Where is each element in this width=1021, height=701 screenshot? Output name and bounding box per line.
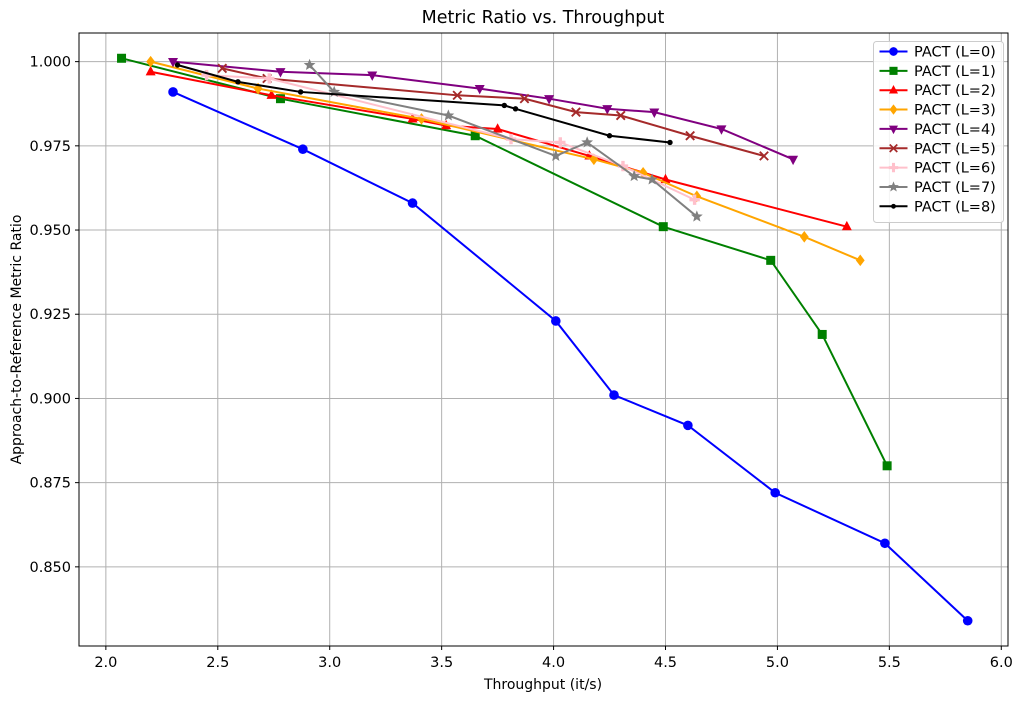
y-axis-label: Approach-to-Reference Metric Ratio <box>9 215 25 465</box>
legend-entry-label: PACT (L=1) <box>914 64 996 80</box>
y-tick-label: 0.875 <box>29 476 71 492</box>
grid-lines <box>79 33 1008 646</box>
legend-entry-label: PACT (L=6) <box>914 161 996 177</box>
x-tick-label: 4.0 <box>542 655 565 671</box>
x-tick-label: 5.0 <box>766 655 789 671</box>
plot-area: 2.0 2.5 3.0 3.5 4.0 4.5 5.0 5.5 6.0 0.850 0.875 0.9… <box>29 32 1013 671</box>
legend-entry-label: PACT (L=4) <box>914 122 996 138</box>
y-tick-label: 0.850 <box>29 560 71 576</box>
legend-entry-pact-l-8-: PACT (L=8) <box>879 199 996 215</box>
legend-entry-label: PACT (L=3) <box>914 103 996 119</box>
y-tick-label: 0.975 <box>29 139 71 155</box>
series-pact-l-5- <box>217 63 769 161</box>
legend-entry-label: PACT (L=7) <box>914 180 996 196</box>
plot-border <box>78 32 1009 647</box>
x-tick-label: 2.0 <box>94 655 117 671</box>
legend-entry-pact-l-7-: PACT (L=7) <box>879 180 996 196</box>
legend-entry-pact-l-1-: PACT (L=1) <box>879 64 996 80</box>
x-tick-label: 3.0 <box>318 655 341 671</box>
legend-entry-pact-l-2-: PACT (L=2) <box>879 83 996 99</box>
legend-entry-pact-l-5-: PACT (L=5) <box>879 141 996 157</box>
x-axis-ticks: 2.0 2.5 3.0 3.5 4.0 4.5 5.0 5.5 6.0 <box>94 646 1013 671</box>
x-tick-label: 6.0 <box>990 655 1013 671</box>
legend-entry-pact-l-3-: PACT (L=3) <box>879 103 996 119</box>
legend-entry-label: PACT (L=2) <box>914 83 996 99</box>
series-pact-l-1- <box>117 53 892 471</box>
legend-entry-pact-l-4-: PACT (L=4) <box>879 122 996 138</box>
series-pact-l-3- <box>146 55 865 267</box>
x-tick-label: 2.5 <box>206 655 229 671</box>
legend-entry-label: PACT (L=5) <box>914 141 996 157</box>
legend-box <box>873 41 1004 223</box>
legend-entry-pact-l-0-: PACT (L=0) <box>879 45 996 61</box>
y-tick-label: 0.925 <box>29 307 71 323</box>
legend: PACT (L=0) PACT (L=1) PACT (L=2) PACT (L=3)… <box>873 41 1004 223</box>
legend-entry-pact-l-6-: PACT (L=6) <box>879 161 996 177</box>
x-tick-label: 5.5 <box>878 655 901 671</box>
series-pact-l-0- <box>168 87 973 626</box>
x-tick-label: 4.5 <box>654 655 677 671</box>
series-pact-l-4- <box>168 58 799 166</box>
legend-entry-label: PACT (L=8) <box>914 199 996 215</box>
y-axis-ticks: 0.850 0.875 0.900 0.925 0.950 0.975 1.000 <box>29 55 79 576</box>
legend-entry-label: PACT (L=0) <box>914 45 996 61</box>
y-tick-label: 0.900 <box>29 391 71 407</box>
x-tick-label: 3.5 <box>430 655 453 671</box>
series-pact-l-8- <box>174 62 673 146</box>
y-tick-label: 0.950 <box>29 223 71 239</box>
chart-title: Metric Ratio vs. Throughput <box>422 8 665 28</box>
y-tick-label: 1.000 <box>29 55 71 71</box>
x-axis-label: Throughput (it/s) <box>483 677 602 693</box>
